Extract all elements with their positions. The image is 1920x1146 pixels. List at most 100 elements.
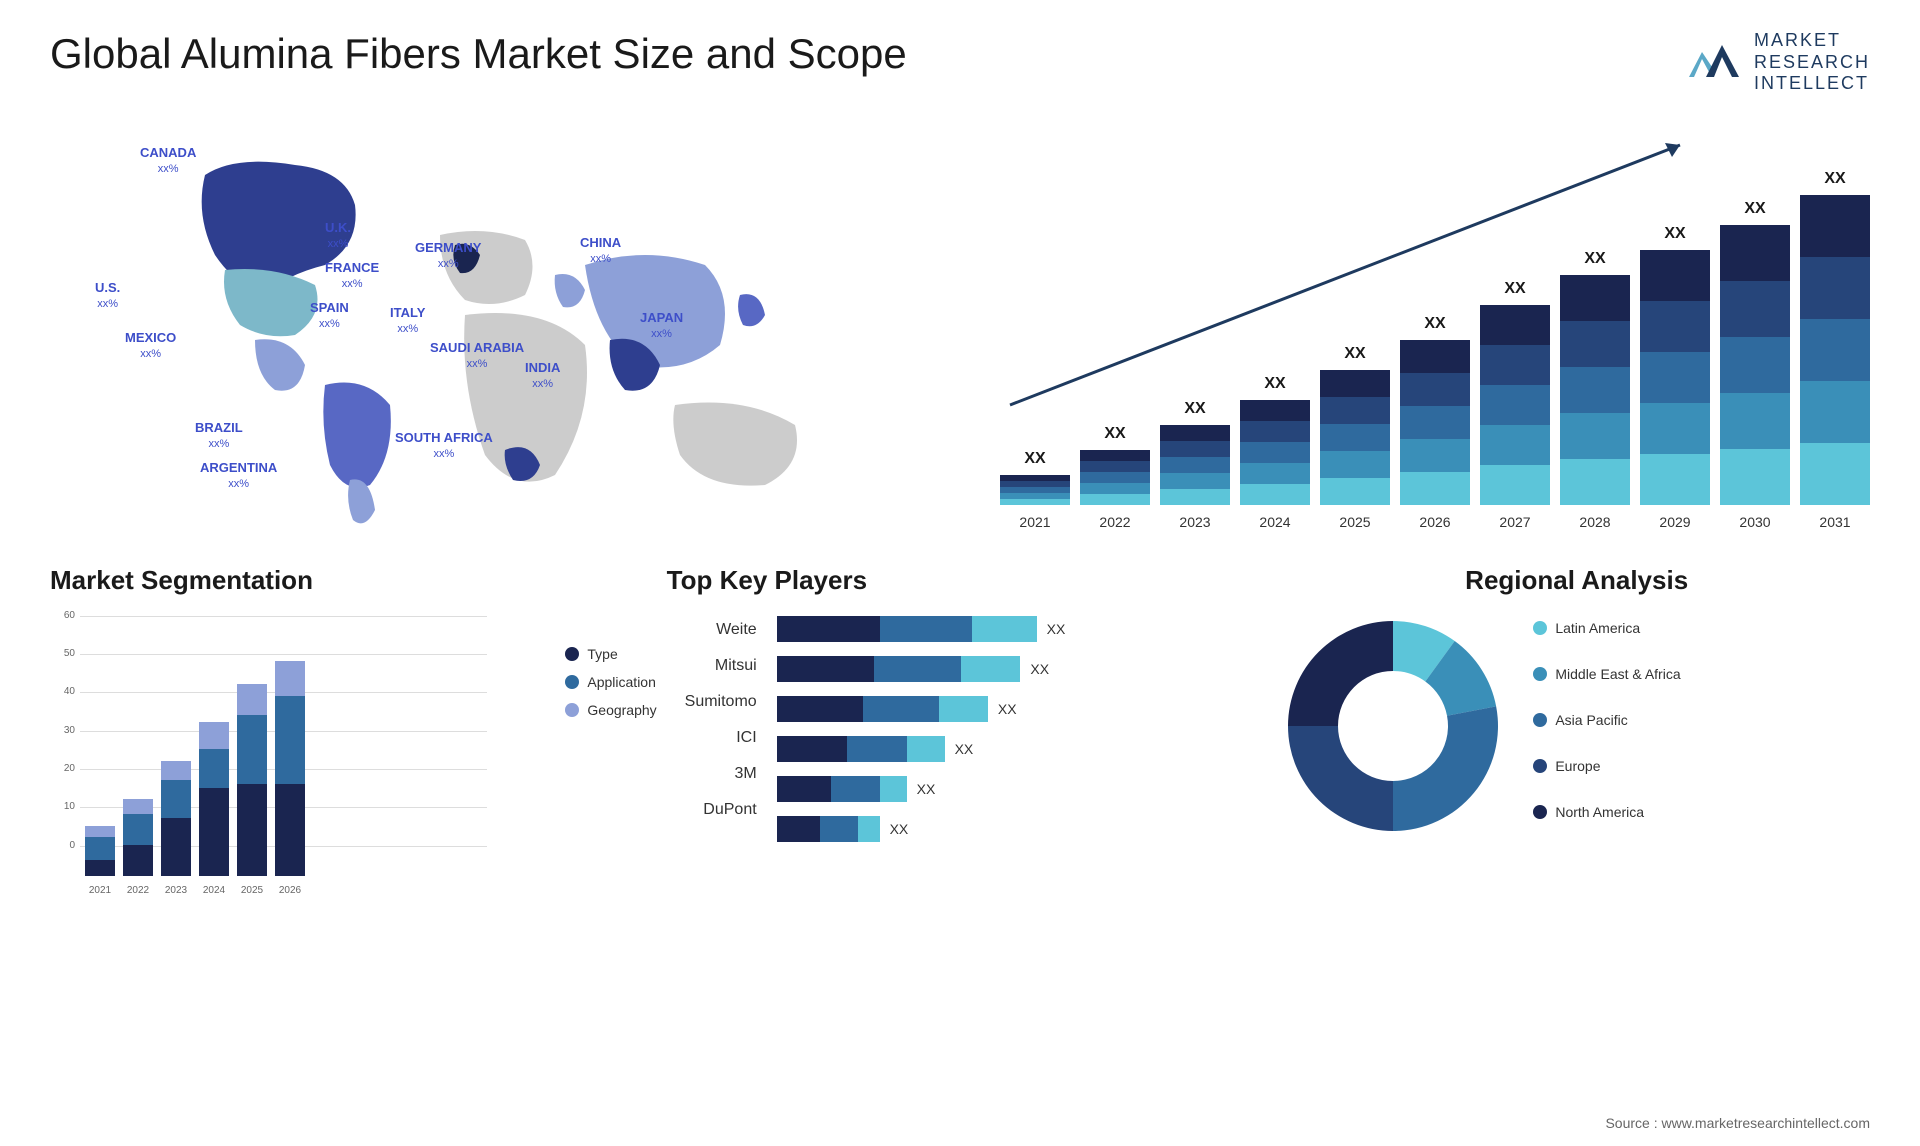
growth-bar: 2026XX [1400,340,1470,505]
map-label: FRANCExx% [325,260,379,292]
growth-bar: 2023XX [1160,425,1230,505]
segmentation-title: Market Segmentation [50,565,637,596]
map-label: U.S.xx% [95,280,120,312]
seg-ytick: 20 [64,763,75,774]
player-bar [777,776,907,802]
player-name: 3M [667,765,757,783]
player-bar-row: XX [777,616,1254,642]
legend-label: Europe [1555,758,1600,774]
region-legend-item: North America [1533,804,1680,820]
legend-label: Middle East & Africa [1555,666,1680,682]
legend-label: North America [1555,804,1644,820]
seg-ytick: 60 [64,610,75,621]
donut-slice [1393,706,1498,831]
seg-ytick: 30 [64,725,75,736]
player-bar-row: XX [777,776,1254,802]
keyplayers-title: Top Key Players [667,565,1254,596]
growth-value-label: XX [1400,315,1470,333]
player-value: XX [917,781,936,797]
region-legend-item: Europe [1533,758,1680,774]
growth-bar: 2029XX [1640,250,1710,505]
growth-year-label: 2028 [1560,514,1630,530]
growth-bar: 2028XX [1560,275,1630,505]
map-label: SPAINxx% [310,300,349,332]
seg-bar: 2026 [275,661,305,876]
seg-ytick: 0 [69,840,75,851]
logo-icon [1684,37,1744,87]
seg-ytick: 10 [64,801,75,812]
map-label: GERMANYxx% [415,240,481,272]
player-name: Weite [667,621,757,639]
player-value: XX [955,741,974,757]
growth-bar: 2030XX [1720,225,1790,505]
player-bar [777,736,945,762]
seg-legend-item: Type [565,646,656,662]
growth-value-label: XX [1160,400,1230,418]
logo-line3: INTELLECT [1754,73,1870,95]
legend-dot [1533,713,1547,727]
donut-slice [1288,621,1393,726]
growth-year-label: 2027 [1480,514,1550,530]
growth-value-label: XX [1720,200,1790,218]
map-label: ARGENTINAxx% [200,460,277,492]
map-label: CHINAxx% [580,235,621,267]
growth-bar: 2027XX [1480,305,1550,505]
growth-chart: 2021XX2022XX2023XX2024XX2025XX2026XX2027… [980,115,1870,535]
player-bar [777,816,880,842]
legend-label: Type [587,646,617,662]
legend-dot [1533,621,1547,635]
seg-legend-item: Geography [565,702,656,718]
growth-year-label: 2024 [1240,514,1310,530]
growth-value-label: XX [1800,170,1870,188]
growth-value-label: XX [1240,375,1310,393]
legend-dot [1533,667,1547,681]
growth-year-label: 2031 [1800,514,1870,530]
player-value: XX [1030,661,1049,677]
seg-bar: 2024 [199,722,229,875]
growth-bar: 2031XX [1800,195,1870,505]
region-legend-item: Latin America [1533,620,1680,636]
map-label: BRAZILxx% [195,420,243,452]
growth-bar: 2024XX [1240,400,1310,505]
growth-year-label: 2021 [1000,514,1070,530]
segmentation-chart: 0102030405060 202120222023202420252026 T… [50,616,637,876]
map-label: CANADAxx% [140,145,196,177]
map-label: ITALYxx% [390,305,425,337]
segmentation-section: Market Segmentation 0102030405060 202120… [50,565,637,876]
map-label: MEXICOxx% [125,330,176,362]
legend-label: Application [587,674,656,690]
map-label: INDIAxx% [525,360,560,392]
map-label: JAPANxx% [640,310,683,342]
logo-line2: RESEARCH [1754,52,1870,74]
regional-section: Regional Analysis Latin AmericaMiddle Ea… [1283,565,1870,876]
player-bar-row: XX [777,816,1254,842]
seg-bar: 2021 [85,826,115,876]
player-value: XX [998,701,1017,717]
growth-value-label: XX [1560,250,1630,268]
logo: MARKET RESEARCH INTELLECT [1684,30,1870,95]
player-bar [777,656,1021,682]
seg-legend-item: Application [565,674,656,690]
player-name: Mitsui [667,657,757,675]
seg-year-label: 2023 [161,885,191,896]
seg-bar: 2023 [161,761,191,876]
seg-year-label: 2024 [199,885,229,896]
legend-label: Geography [587,702,656,718]
seg-year-label: 2021 [85,885,115,896]
player-name: ICI [667,729,757,747]
seg-year-label: 2026 [275,885,305,896]
map-svg [50,115,940,535]
growth-value-label: XX [1480,280,1550,298]
player-bar-row: XX [777,656,1254,682]
map-label: U.K.xx% [325,220,351,252]
source-text: Source : www.marketresearchintellect.com [1605,1115,1870,1131]
player-name: DuPont [667,801,757,819]
legend-dot [565,703,579,717]
region-legend-item: Asia Pacific [1533,712,1680,728]
player-bar [777,616,1037,642]
growth-year-label: 2026 [1400,514,1470,530]
seg-year-label: 2025 [237,885,267,896]
player-value: XX [890,821,909,837]
logo-line1: MARKET [1754,30,1870,52]
seg-ytick: 40 [64,686,75,697]
